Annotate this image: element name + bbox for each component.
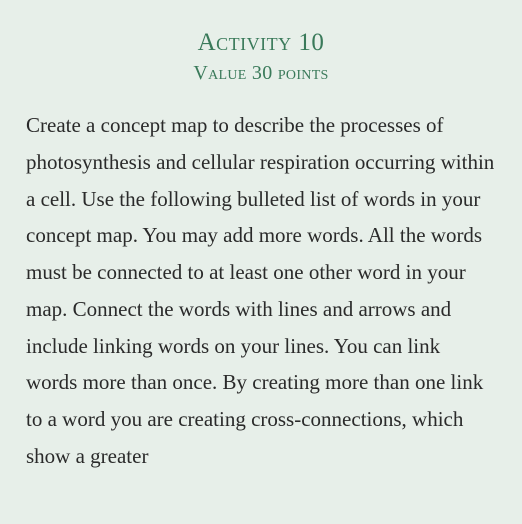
activity-body-paragraph: Create a concept map to describe the pro… [26,107,496,475]
activity-header: Activity 10 Value 30 points [26,28,496,85]
activity-subtitle: Value 30 points [26,62,496,85]
activity-title: Activity 10 [26,28,496,58]
